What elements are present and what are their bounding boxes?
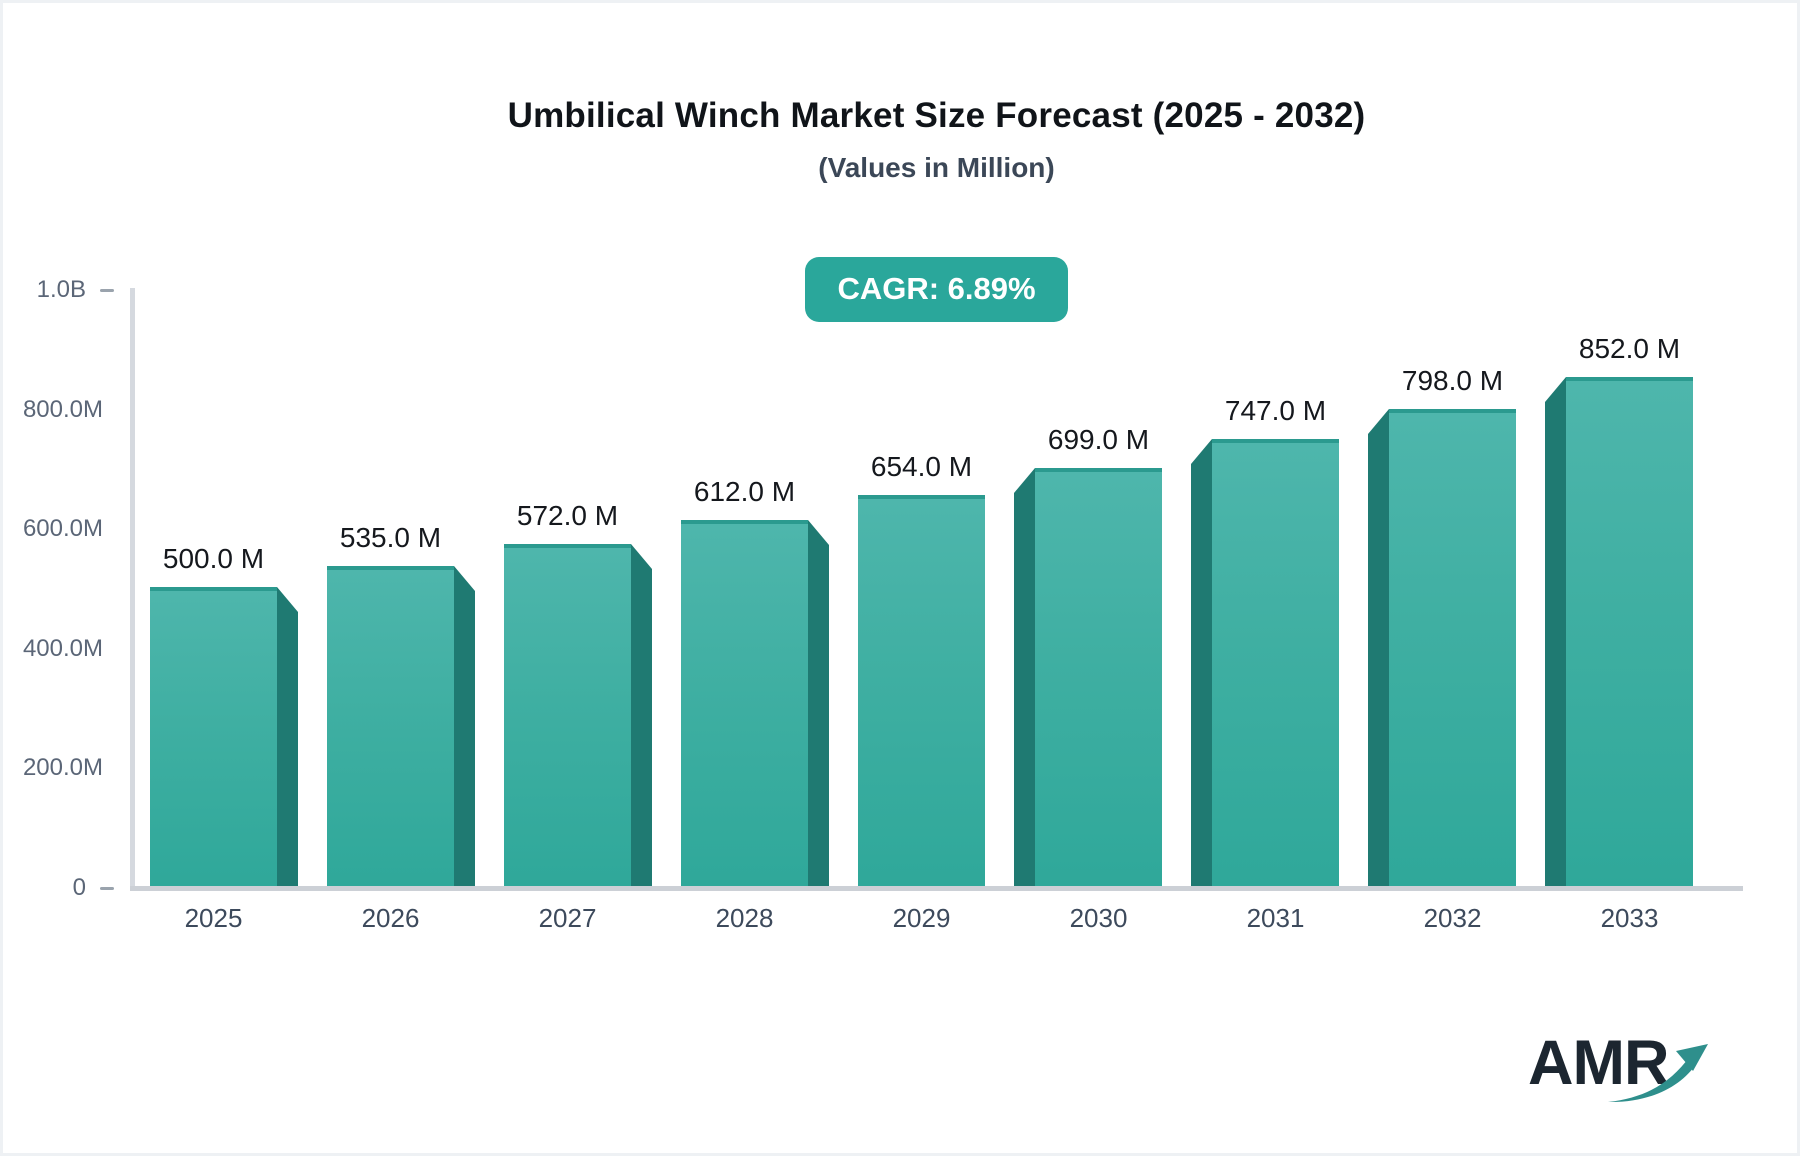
y-tick-dash: [100, 288, 114, 292]
bar-value-label-2027: 572.0 M: [516, 500, 619, 531]
bar-value-label-2029: 654.0 M: [870, 451, 973, 482]
bar-side-2030: [1014, 468, 1035, 886]
amr-logo: AMR: [1524, 1028, 1724, 1114]
bar-side-2025: [277, 587, 298, 886]
bar-value-label-2028: 612.0 M: [693, 476, 796, 507]
y-tick-label: 400.0M: [22, 634, 103, 662]
bar-value-label-2033: 852.0 M: [1578, 333, 1681, 364]
growth-arrow-icon: [1608, 1044, 1708, 1103]
y-tick-0: 0: [0, 873, 114, 903]
y-tick-400.0M: 400.0M: [0, 634, 114, 664]
x-tick-2028: 2028: [715, 903, 774, 933]
chart-title: Umbilical Winch Market Size Forecast (20…: [507, 96, 1366, 135]
y-tick-label: 1.0B: [36, 276, 86, 303]
bar-2028: [681, 520, 808, 886]
bar-2030: [1035, 468, 1162, 886]
x-tick-2027: 2027: [538, 903, 597, 933]
y-axis-line: [130, 288, 135, 891]
x-tick-2032: 2032: [1423, 903, 1482, 933]
y-tick-600.0M: 600.0M: [0, 514, 114, 544]
bar-2032: [1389, 409, 1516, 886]
bar-side-2031: [1191, 439, 1212, 886]
bar-value-label-2026: 535.0 M: [339, 522, 442, 553]
bar-2031: [1212, 439, 1339, 886]
bar-side-2028: [808, 520, 829, 886]
x-axis-line: [130, 886, 1743, 891]
bar-side-2032: [1368, 409, 1389, 886]
y-tick-800.0M: 800.0M: [0, 395, 114, 425]
bar-side-2027: [631, 544, 652, 886]
y-tick-dash: [100, 886, 114, 890]
y-tick-1.0B: 1.0B: [0, 275, 114, 305]
chart-header: Umbilical Winch Market Size Forecast (20…: [130, 96, 1743, 184]
y-tick-label: 0: [72, 874, 86, 901]
x-tick-2025: 2025: [184, 903, 243, 933]
bar-2029: [858, 495, 985, 886]
bar-value-label-2030: 699.0 M: [1047, 424, 1150, 455]
x-tick-2033: 2033: [1600, 903, 1659, 933]
bar-2025: [150, 587, 277, 886]
bar-2026: [327, 566, 454, 886]
chart-subtitle: (Values in Million): [818, 152, 1055, 183]
bar-2033: [1566, 377, 1693, 886]
x-tick-2030: 2030: [1069, 903, 1128, 933]
y-tick-label: 600.0M: [22, 515, 103, 543]
bar-value-label-2025: 500.0 M: [162, 543, 265, 574]
bar-side-2026: [454, 566, 475, 886]
x-tick-2026: 2026: [361, 903, 420, 933]
amr-logo-text: AMR: [1528, 1028, 1669, 1098]
bar-side-2033: [1545, 377, 1566, 886]
y-tick-200.0M: 200.0M: [0, 753, 114, 783]
bar-2027: [504, 544, 631, 886]
y-tick-label: 200.0M: [22, 754, 103, 782]
x-tick-2029: 2029: [892, 903, 951, 933]
bar-value-label-2031: 747.0 M: [1224, 395, 1327, 426]
bar-value-label-2032: 798.0 M: [1401, 365, 1504, 396]
x-tick-2031: 2031: [1246, 903, 1305, 933]
y-tick-label: 800.0M: [22, 395, 103, 423]
